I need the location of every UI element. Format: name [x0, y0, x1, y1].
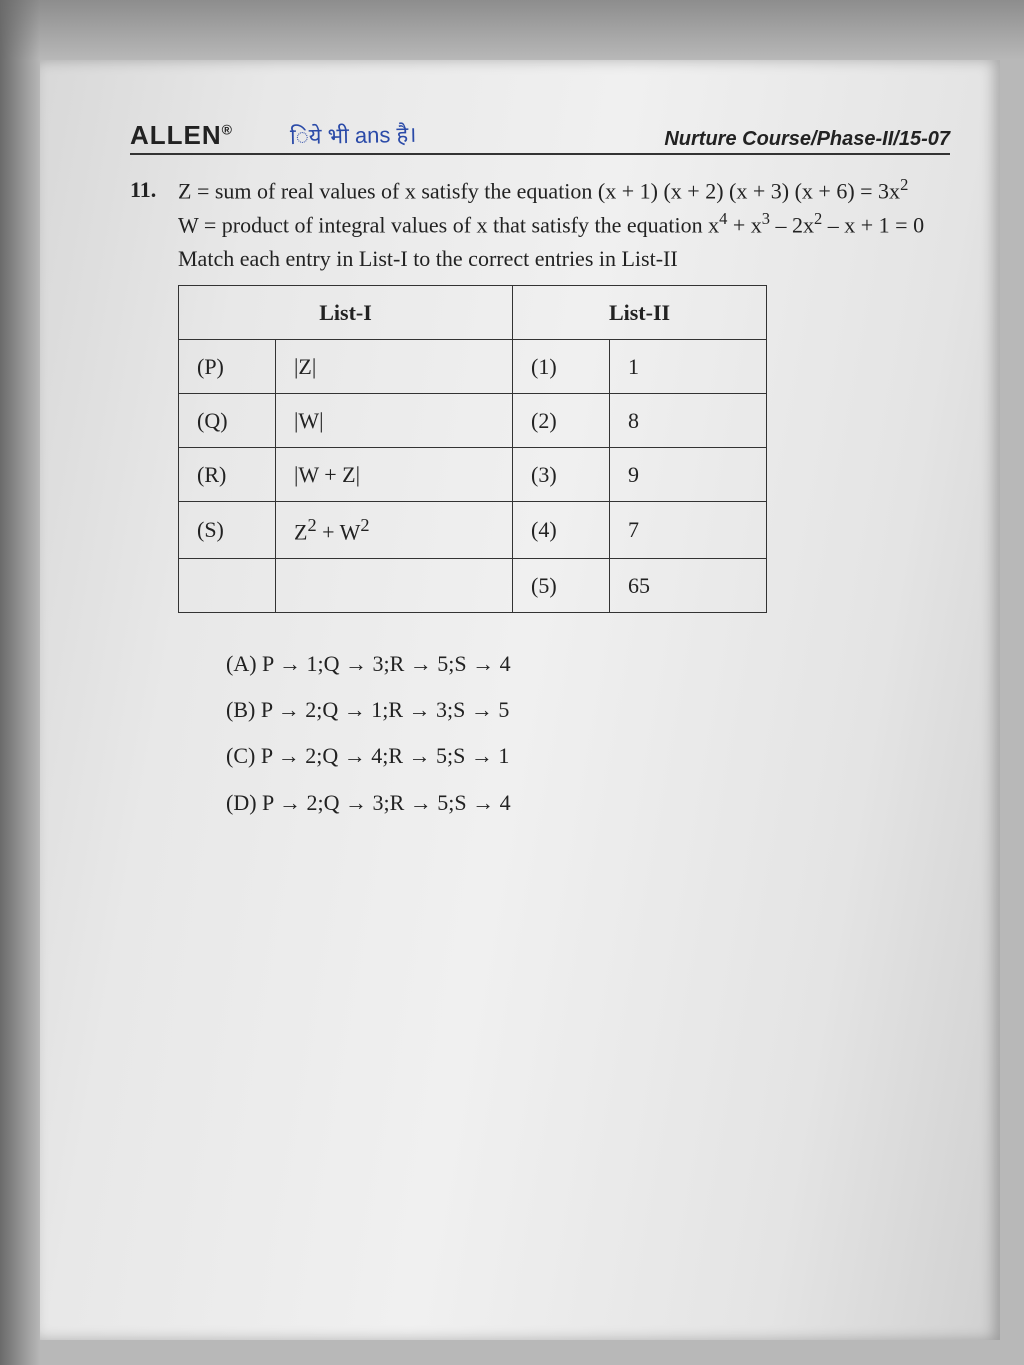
- row-label: [179, 558, 276, 612]
- option-b[interactable]: (B) P → 2;Q → 1;R → 3;S → 5: [226, 687, 950, 733]
- question-line-2: W = product of integral values of x that…: [178, 207, 950, 241]
- row-value: 65: [610, 558, 767, 612]
- q-line1-sup: 2: [900, 175, 908, 194]
- row-label: (S): [179, 501, 276, 558]
- question-number: 11.: [130, 173, 178, 826]
- table-row: (5) 65: [179, 558, 767, 612]
- row-value: 8: [610, 393, 767, 447]
- row-expr: |Z|: [276, 339, 513, 393]
- registered-mark: ®: [222, 121, 233, 137]
- row-value: 7: [610, 501, 767, 558]
- row-expr: |W|: [276, 393, 513, 447]
- row-value: 9: [610, 447, 767, 501]
- question-body: Z = sum of real values of x satisfy the …: [178, 173, 950, 826]
- row-index: (1): [513, 339, 610, 393]
- q-line2-b: + x: [727, 213, 761, 238]
- match-table: List-I List-II (P) |Z| (1) 1 (Q) |W| (2)…: [178, 285, 767, 613]
- table-row: (Q) |W| (2) 8: [179, 393, 767, 447]
- table-header-list1: List-I: [179, 285, 513, 339]
- option-d[interactable]: (D) P → 2;Q → 3;R → 5;S → 4: [226, 780, 950, 826]
- table-row: (R) |W + Z| (3) 9: [179, 447, 767, 501]
- table-header-row: List-I List-II: [179, 285, 767, 339]
- page-edge-top: [0, 0, 1024, 60]
- row-label: (R): [179, 447, 276, 501]
- question-line-3: Match each entry in List-I to the correc…: [178, 242, 950, 275]
- question-line-1: Z = sum of real values of x satisfy the …: [178, 173, 950, 207]
- q-line2-c: – 2x: [770, 213, 814, 238]
- q-line1-text: Z = sum of real values of x satisfy the …: [178, 178, 900, 203]
- table-header-list2: List-II: [513, 285, 767, 339]
- question-block: 11. Z = sum of real values of x satisfy …: [130, 173, 950, 826]
- header-bar: ALLEN® Nurture Course/Phase-II/15-07: [130, 120, 950, 155]
- course-title: Nurture Course/Phase-II/15-07: [664, 128, 950, 151]
- row-index: (2): [513, 393, 610, 447]
- row-value: 1: [610, 339, 767, 393]
- row-index: (3): [513, 447, 610, 501]
- q-line2-sup2: 3: [762, 209, 770, 228]
- row-label: (Q): [179, 393, 276, 447]
- table-row: (S) Z2 + W2 (4) 7: [179, 501, 767, 558]
- row-label: (P): [179, 339, 276, 393]
- handwritten-note: िये भी ans है।: [290, 119, 417, 151]
- row-expr: Z2 + W2: [276, 501, 513, 558]
- row-index: (4): [513, 501, 610, 558]
- option-c[interactable]: (C) P → 2;Q → 4;R → 5;S → 1: [226, 733, 950, 779]
- page-edge-left: [0, 0, 40, 1365]
- q-line2-d: – x + 1 = 0: [822, 213, 924, 238]
- row-expr: |W + Z|: [276, 447, 513, 501]
- row-index: (5): [513, 558, 610, 612]
- option-a[interactable]: (A) P → 1;Q → 3;R → 5;S → 4: [226, 641, 950, 687]
- page: िये भी ans है। ALLEN® Nurture Course/Pha…: [40, 60, 1000, 1340]
- brand-text: ALLEN: [130, 120, 222, 150]
- table-row: (P) |Z| (1) 1: [179, 339, 767, 393]
- brand-logo: ALLEN®: [130, 120, 233, 151]
- answer-options: (A) P → 1;Q → 3;R → 5;S → 4 (B) P → 2;Q …: [226, 641, 950, 826]
- row-expr: [276, 558, 513, 612]
- q-line2-a: W = product of integral values of x that…: [178, 213, 719, 238]
